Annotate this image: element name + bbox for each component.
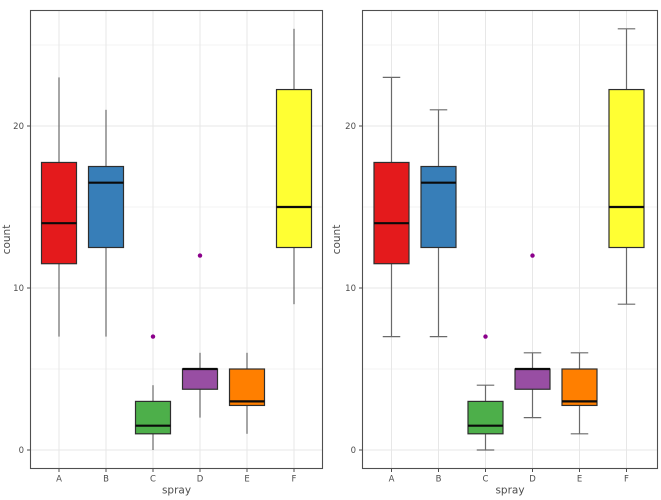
outlier-point (197, 253, 203, 258)
box-E (561, 352, 598, 435)
iqr-box (420, 165, 457, 249)
outlier-point (530, 253, 535, 258)
outlier-point (150, 334, 156, 339)
box-A (373, 76, 410, 338)
box-C (467, 334, 504, 451)
x-tick-label-F: F (624, 475, 629, 485)
iqr-box (228, 368, 266, 407)
box-B (420, 109, 457, 338)
iqr-box (608, 88, 645, 249)
iqr-box (134, 400, 172, 435)
box-E (228, 352, 266, 434)
iqr-box (87, 165, 125, 249)
iqr-box (373, 161, 410, 265)
box-C (134, 334, 172, 450)
box-F (608, 28, 645, 305)
y-axis-title: count (1, 225, 13, 255)
outlier-point (483, 334, 488, 339)
x-tick-label-C: C (483, 475, 489, 485)
x-tick-label-B: B (103, 475, 109, 485)
x-tick-label-D: D (529, 475, 536, 485)
panel-background (362, 10, 658, 469)
y-tick-label: 10 (345, 284, 356, 294)
y-tick-label: 0 (351, 446, 356, 456)
x-tick-label-B: B (436, 475, 442, 485)
x-tick-label-A: A (56, 475, 62, 485)
box-B (87, 109, 125, 337)
y-axis-title: count (331, 225, 343, 255)
x-tick-label-E: E (577, 475, 582, 485)
panel-border (29, 9, 324, 470)
x-tick-label-D: D (197, 475, 204, 485)
iqr-box (561, 368, 598, 407)
panel-border (361, 9, 659, 470)
iqr-box (467, 400, 504, 435)
y-tick-label: 20 (13, 122, 24, 132)
x-tick-label-F: F (292, 475, 297, 485)
box-D (181, 253, 219, 418)
x-axis-title: spray (495, 485, 524, 497)
x-tick-label-A: A (389, 475, 395, 485)
y-tick-label: 0 (19, 446, 24, 456)
iqr-box (40, 161, 78, 265)
x-tick-label-C: C (150, 475, 156, 485)
y-tick-label: 10 (13, 284, 24, 294)
y-tick-label: 20 (345, 122, 356, 132)
iqr-box (181, 368, 219, 390)
iqr-box (275, 88, 313, 249)
iqr-box (514, 368, 551, 390)
box-F (275, 28, 313, 305)
x-tick-label-E: E (244, 475, 249, 485)
box-A (40, 77, 78, 337)
x-axis-title: spray (162, 485, 191, 497)
panel-background (30, 10, 323, 469)
box-D (514, 253, 551, 419)
